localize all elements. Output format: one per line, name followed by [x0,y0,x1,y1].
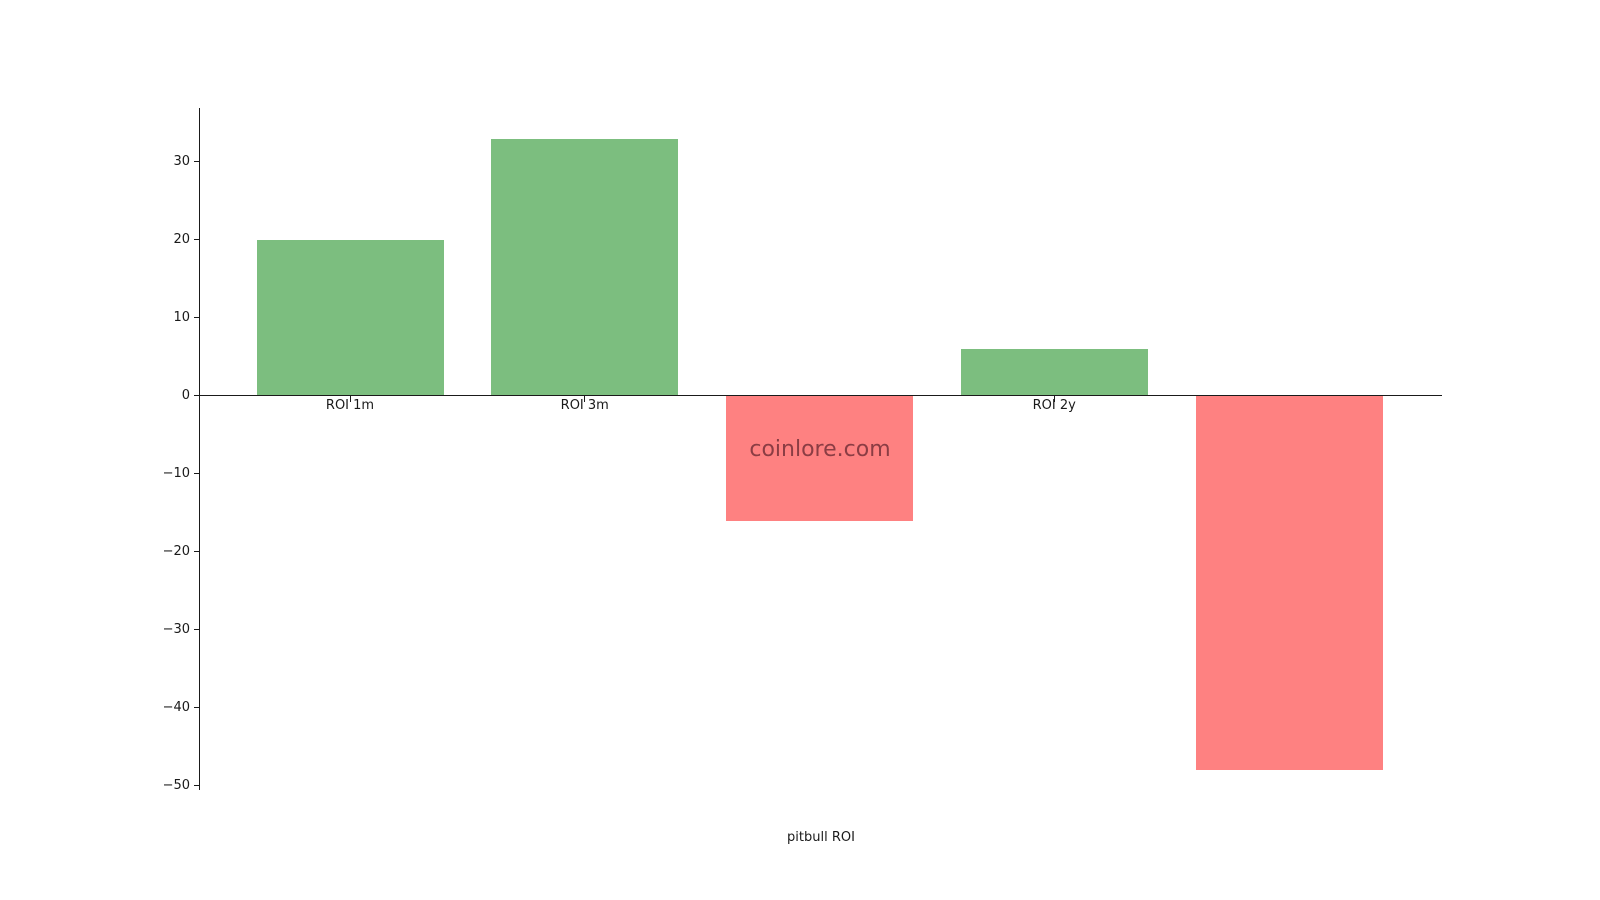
x-tick [1053,396,1055,402]
y-tick-label: −10 [162,466,190,481]
y-tick-label: 0 [181,388,190,403]
y-tick-label: −20 [162,544,190,559]
y-tick [194,551,200,552]
x-axis-zero-line [200,395,1442,396]
x-tick [349,396,351,402]
y-tick-label: 30 [173,154,190,169]
bar [960,349,1148,396]
y-tick [194,629,200,630]
chart-title-xlabel: pitbull ROI [787,830,855,845]
y-tick [194,317,200,318]
y-tick-label: −50 [162,778,190,793]
bar [726,396,913,521]
x-tick-label: ROI 2y [1032,398,1076,413]
y-tick [194,785,200,786]
bar [256,240,444,396]
watermark-text: coinlore.com [749,437,891,462]
bar [491,138,679,396]
y-axis-line [199,108,200,790]
y-tick [194,239,200,240]
y-tick [194,161,200,162]
y-tick [194,473,200,474]
y-tick-label: −30 [162,622,190,637]
x-tick-label: ROI 3m [560,398,609,413]
y-tick [194,395,200,396]
bar [1195,396,1383,771]
y-tick-label: 20 [173,232,190,247]
y-tick-label: 10 [173,310,190,325]
x-tick-label: ROI 1m [325,398,375,413]
y-tick [194,707,200,708]
y-tick-label: −40 [162,700,190,715]
x-tick [584,396,586,402]
